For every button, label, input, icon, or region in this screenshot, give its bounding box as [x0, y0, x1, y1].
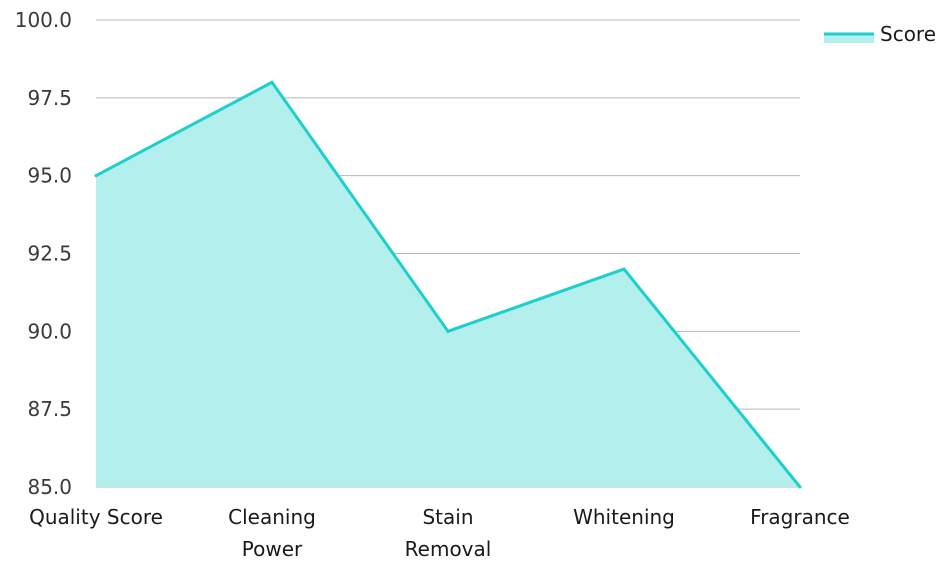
data-point [270, 80, 274, 84]
data-points [94, 80, 802, 489]
x-axis-category-labels: Quality Score Cleaning Power Stain Removal Wh… [29, 505, 850, 561]
y-tick-label: 100.0 [15, 8, 72, 32]
x-category-label: Fragrance [750, 505, 850, 529]
y-tick-label: 97.5 [27, 86, 72, 110]
y-tick-label: 85.0 [27, 475, 72, 499]
x-category-label: Stain Removal [405, 505, 492, 561]
y-tick-label: 92.5 [27, 242, 72, 266]
y-tick-label: 90.0 [27, 319, 72, 343]
data-point [622, 267, 626, 271]
legend-swatch-fill [824, 33, 874, 43]
y-axis-tick-labels: 100.0 97.5 95.0 92.5 90.0 87.5 85.0 [15, 8, 72, 499]
y-tick-label: 87.5 [27, 397, 72, 421]
x-category-label: Cleaning Power [228, 505, 316, 561]
data-point [798, 485, 802, 489]
series-area-fill [96, 82, 800, 488]
x-category-label: Quality Score [29, 505, 163, 529]
data-point [446, 329, 450, 333]
legend[interactable]: Score [824, 22, 936, 46]
legend-label: Score [880, 22, 936, 46]
data-point [94, 174, 98, 178]
y-tick-label: 95.0 [27, 164, 72, 188]
x-category-label: Whitening [573, 505, 675, 529]
